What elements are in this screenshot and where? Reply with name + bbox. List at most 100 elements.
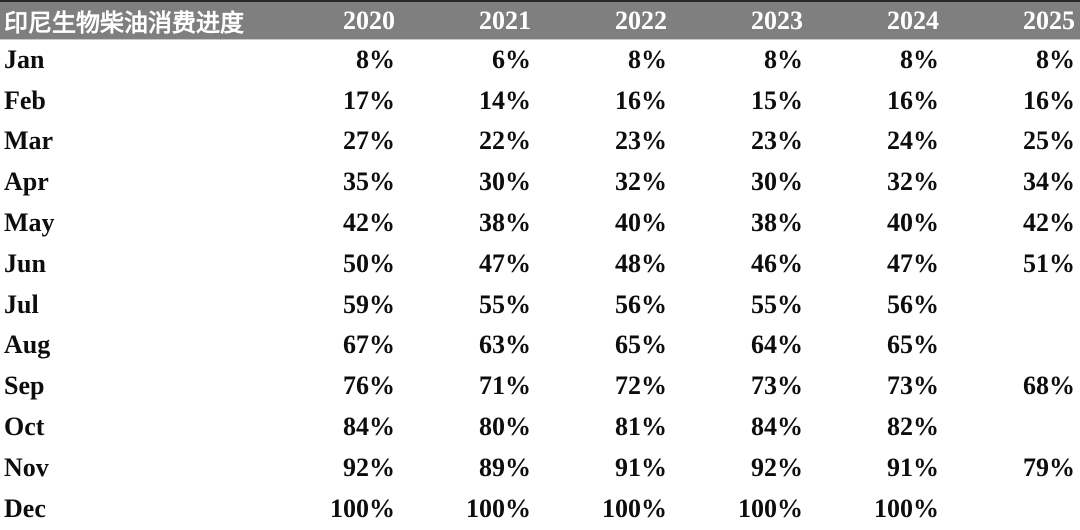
- month-label: Dec: [4, 493, 46, 523]
- value-cell: 38%: [751, 208, 803, 238]
- month-label: Apr: [4, 167, 49, 197]
- value-cell: 16%: [887, 85, 939, 115]
- value-cell: 34%: [1023, 167, 1075, 197]
- value-cell: 8%: [1036, 45, 1075, 75]
- value-cell: 15%: [751, 85, 803, 115]
- table-row: Feb 17% 14% 16% 15% 16% 16%: [0, 80, 1080, 121]
- value-cell: [944, 407, 1080, 448]
- value-cell: 27%: [343, 126, 395, 156]
- table-row: Apr 35% 30% 32% 30% 32% 34%: [0, 162, 1080, 203]
- value-cell: 72%: [615, 371, 667, 401]
- value-cell: 91%: [615, 452, 667, 482]
- value-cell: 35%: [343, 167, 395, 197]
- value-cell: 56%: [887, 289, 939, 319]
- value-cell: 24%: [887, 126, 939, 156]
- value-cell: 100%: [330, 493, 395, 523]
- value-cell: 79%: [1023, 452, 1075, 482]
- value-cell: 55%: [751, 289, 803, 319]
- value-cell: 8%: [764, 45, 803, 75]
- month-label: Oct: [4, 412, 45, 442]
- month-label: Aug: [4, 330, 51, 360]
- value-cell: 16%: [1023, 85, 1075, 115]
- value-cell: 17%: [343, 85, 395, 115]
- table-row: Mar 27% 22% 23% 23% 24% 25%: [0, 121, 1080, 162]
- month-label: Jun: [4, 248, 46, 278]
- value-cell: 32%: [887, 167, 939, 197]
- value-cell: 46%: [751, 248, 803, 278]
- year-header-2022: 2022: [536, 0, 672, 40]
- value-cell: 14%: [479, 85, 531, 115]
- value-cell: 40%: [887, 208, 939, 238]
- value-cell: 47%: [479, 248, 531, 278]
- value-cell: 67%: [343, 330, 395, 360]
- header-row: 印尼生物柴油消费进度 2020 2021 2022 2023 2024 2025: [0, 0, 1080, 40]
- value-cell: 68%: [1023, 371, 1075, 401]
- value-cell: [944, 284, 1080, 325]
- value-cell: 100%: [738, 493, 803, 523]
- value-cell: 47%: [887, 248, 939, 278]
- value-cell: 42%: [343, 208, 395, 238]
- value-cell: 82%: [887, 412, 939, 442]
- value-cell: 100%: [874, 493, 939, 523]
- value-cell: 42%: [1023, 208, 1075, 238]
- table-row: Jun 50% 47% 48% 46% 47% 51%: [0, 243, 1080, 284]
- year-header-2021: 2021: [400, 0, 536, 40]
- value-cell: 55%: [479, 289, 531, 319]
- value-cell: 8%: [628, 45, 667, 75]
- table-row: May 42% 38% 40% 38% 40% 42%: [0, 203, 1080, 244]
- value-cell: 59%: [343, 289, 395, 319]
- value-cell: 89%: [479, 452, 531, 482]
- month-label: Mar: [4, 126, 54, 156]
- month-label: Nov: [4, 452, 49, 482]
- value-cell: 56%: [615, 289, 667, 319]
- value-cell: 73%: [751, 371, 803, 401]
- value-cell: 23%: [615, 126, 667, 156]
- value-cell: 25%: [1023, 126, 1075, 156]
- table-row: Oct 84% 80% 81% 84% 82%: [0, 407, 1080, 448]
- table-title: 印尼生物柴油消费进度: [0, 0, 264, 40]
- value-cell: 71%: [479, 371, 531, 401]
- value-cell: 76%: [343, 371, 395, 401]
- value-cell: 23%: [751, 126, 803, 156]
- value-cell: 81%: [615, 412, 667, 442]
- table-header: 印尼生物柴油消费进度 2020 2021 2022 2023 2024 2025: [0, 0, 1080, 40]
- table-body: Jan 8% 6% 8% 8% 8% 8% Feb 17% 14% 16% 15% 16% 16% Mar 2…: [0, 40, 1080, 530]
- value-cell: 6%: [492, 45, 531, 75]
- month-label: Jan: [4, 45, 45, 75]
- value-cell: 8%: [356, 45, 395, 75]
- value-cell: 16%: [615, 85, 667, 115]
- value-cell: [944, 488, 1080, 529]
- value-cell: 65%: [615, 330, 667, 360]
- value-cell: 91%: [887, 452, 939, 482]
- value-cell: 8%: [900, 45, 939, 75]
- value-cell: 100%: [602, 493, 667, 523]
- month-label: Jul: [4, 289, 39, 319]
- value-cell: 38%: [479, 208, 531, 238]
- value-cell: 30%: [751, 167, 803, 197]
- value-cell: [944, 325, 1080, 366]
- table-row: Jan 8% 6% 8% 8% 8% 8%: [0, 40, 1080, 81]
- value-cell: 63%: [479, 330, 531, 360]
- table-row: Aug 67% 63% 65% 64% 65%: [0, 325, 1080, 366]
- value-cell: 65%: [887, 330, 939, 360]
- value-cell: 64%: [751, 330, 803, 360]
- table-row: Jul 59% 55% 56% 55% 56%: [0, 284, 1080, 325]
- value-cell: 50%: [343, 248, 395, 278]
- value-cell: 40%: [615, 208, 667, 238]
- value-cell: 92%: [343, 452, 395, 482]
- year-header-2025: 2025: [944, 0, 1080, 40]
- value-cell: 80%: [479, 412, 531, 442]
- year-header-2024: 2024: [808, 0, 944, 40]
- value-cell: 84%: [751, 412, 803, 442]
- value-cell: 73%: [887, 371, 939, 401]
- month-label: Sep: [4, 371, 45, 401]
- month-label: May: [4, 208, 55, 238]
- value-cell: 84%: [343, 412, 395, 442]
- value-cell: 30%: [479, 167, 531, 197]
- value-cell: 48%: [615, 248, 667, 278]
- value-cell: 92%: [751, 452, 803, 482]
- value-cell: 22%: [479, 126, 531, 156]
- table-row: Dec 100% 100% 100% 100% 100%: [0, 488, 1080, 529]
